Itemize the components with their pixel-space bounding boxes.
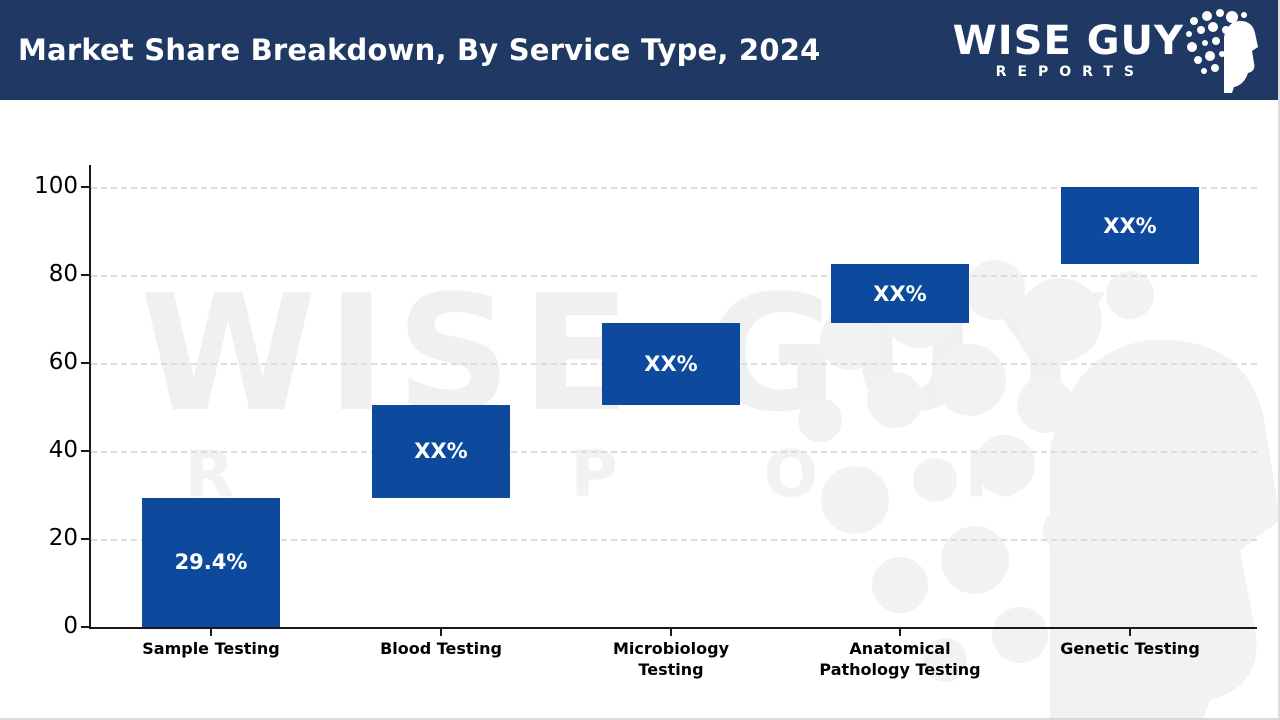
bar-value-label: XX% [873,281,927,306]
bar-anatomical-pathology-testing: XX% [831,264,969,324]
gridline [91,539,1257,541]
logo-face-icon [1186,9,1258,93]
x-tick-mark [210,629,212,636]
category-label: Blood Testing [380,639,502,658]
y-tick-mark [81,274,89,276]
logo-text: WISE GUY REPORTS [953,21,1184,79]
y-tick-label: 0 [63,613,78,639]
chart-title: Market Share Breakdown, By Service Type,… [18,33,821,67]
category-label: Microbiology Testing [612,639,730,679]
x-tick-mark [440,629,442,636]
gridline [91,275,1257,277]
bar-value-label: XX% [414,439,468,464]
gridline [91,187,1257,189]
bar-genetic-testing: XX% [1061,187,1199,264]
bar-value-label: XX% [644,352,698,377]
bar-value-label: 29.4% [174,550,248,575]
y-axis-line [89,165,91,629]
y-tick-label: 100 [34,173,78,199]
y-tick-mark [81,186,89,188]
x-axis-line [89,627,1257,629]
bar-sample-testing: 29.4% [142,497,280,627]
bar-value-label: XX% [1103,213,1157,238]
header-banner: Market Share Breakdown, By Service Type,… [0,0,1278,100]
wise-guy-reports-logo: WISE GUY REPORTS [953,7,1258,93]
x-tick-mark [670,629,672,636]
category-label: Genetic Testing [1060,639,1200,658]
x-tick-mark [899,629,901,636]
y-tick-mark [81,450,89,452]
y-tick-label: 80 [48,261,78,287]
category-label: Anatomical Pathology Testing [819,639,981,679]
x-tick-mark [1129,629,1131,636]
y-tick-label: 60 [48,349,78,375]
logo-subtitle: REPORTS [995,64,1145,80]
category-label: Sample Testing [142,639,280,658]
y-tick-label: 40 [48,437,78,463]
bar-microbiology-testing: XX% [602,323,740,405]
logo-wordmark: WISE GUY [952,18,1184,64]
gridline [91,451,1257,453]
y-tick-label: 20 [48,525,78,551]
y-tick-mark [81,626,89,628]
bar-blood-testing: XX% [372,404,510,498]
y-tick-mark [81,538,89,540]
y-tick-mark [81,362,89,364]
